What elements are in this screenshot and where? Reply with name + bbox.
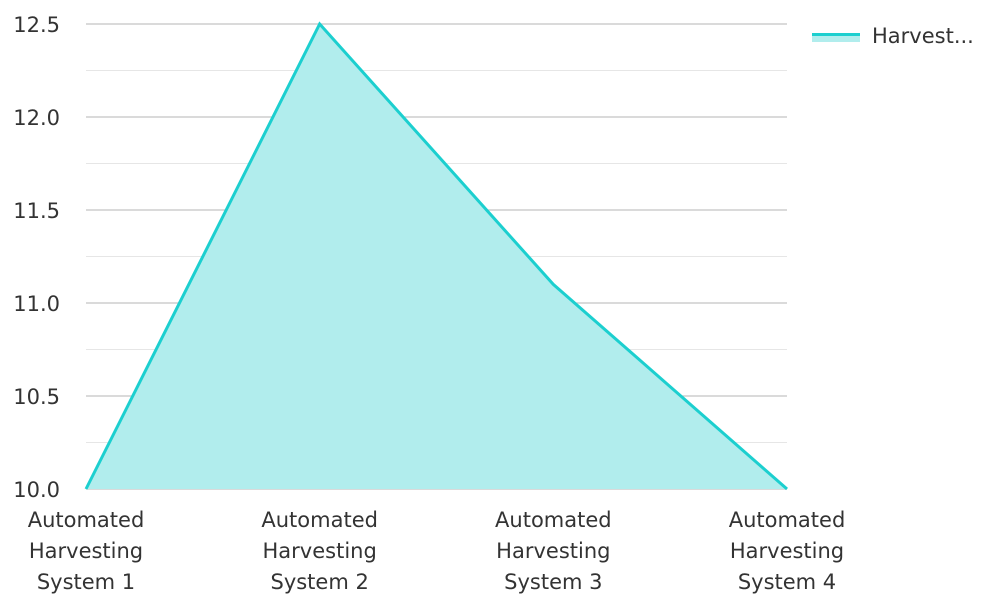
x-axis-tick-labels: Automated Harvesting System 1 Automated Harv… bbox=[28, 508, 846, 594]
x-tick-label-line: System 1 bbox=[37, 570, 135, 594]
x-tick-label-line: Harvesting bbox=[496, 539, 610, 563]
x-tick-label: Automated Harvesting System 2 bbox=[261, 508, 378, 594]
y-tick-label: 11.5 bbox=[13, 199, 60, 223]
legend-swatch bbox=[812, 30, 860, 42]
x-tick-label: Automated Harvesting System 1 bbox=[28, 508, 145, 594]
legend-label: Harvest... bbox=[872, 24, 974, 48]
x-tick-label: Automated Harvesting System 3 bbox=[495, 508, 612, 594]
legend: Harvest... bbox=[812, 24, 974, 48]
x-tick-label-line: Harvesting bbox=[263, 539, 377, 563]
x-tick-label-line: Automated bbox=[495, 508, 612, 532]
x-tick-label-line: Automated bbox=[28, 508, 145, 532]
x-tick-label-line: System 4 bbox=[738, 570, 836, 594]
x-tick-label-line: System 3 bbox=[504, 570, 602, 594]
x-tick-label: Automated Harvesting System 4 bbox=[729, 508, 846, 594]
y-tick-label: 12.5 bbox=[13, 13, 60, 37]
y-tick-label: 10.0 bbox=[13, 478, 60, 502]
y-tick-label: 11.0 bbox=[13, 292, 60, 316]
x-tick-label-line: Automated bbox=[261, 508, 378, 532]
y-tick-label: 10.5 bbox=[13, 385, 60, 409]
x-tick-label-line: Harvesting bbox=[29, 539, 143, 563]
x-tick-label-line: Harvesting bbox=[730, 539, 844, 563]
y-tick-label: 12.0 bbox=[13, 106, 60, 130]
legend-swatch-line bbox=[812, 33, 860, 36]
y-axis-tick-labels: 10.0 10.5 11.0 11.5 12.0 12.5 bbox=[13, 13, 60, 502]
x-tick-label-line: System 2 bbox=[270, 570, 368, 594]
x-tick-label-line: Automated bbox=[729, 508, 846, 532]
